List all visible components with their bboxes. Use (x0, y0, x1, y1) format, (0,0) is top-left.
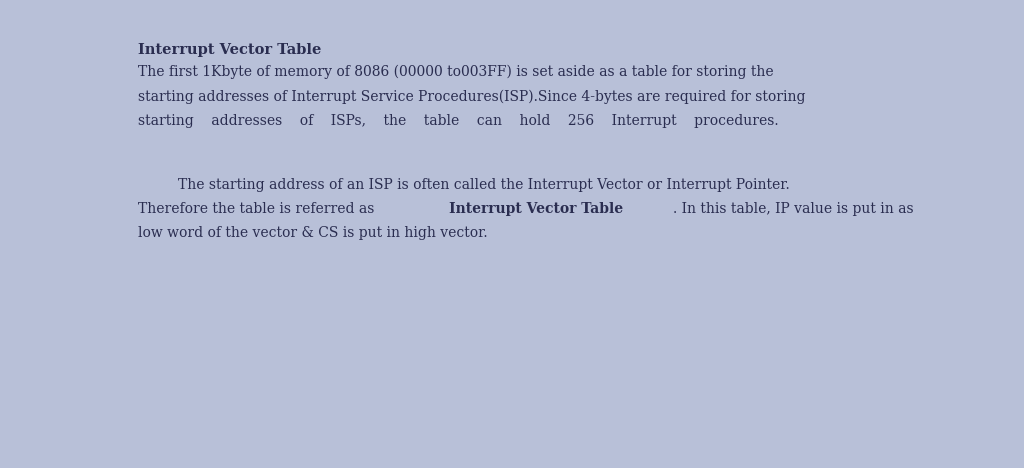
Text: The starting address of an ISP is often called the Interrupt Vector or Interrupt: The starting address of an ISP is often … (178, 178, 790, 192)
Text: Interrupt Vector Table: Interrupt Vector Table (449, 202, 623, 216)
Text: starting    addresses    of    ISPs,    the    table    can    hold    256    In: starting addresses of ISPs, the table ca… (138, 114, 778, 128)
Text: . In this table, IP value is put in as: . In this table, IP value is put in as (674, 202, 914, 216)
Text: starting addresses of Interrupt Service Procedures(ISP).Since 4-bytes are requir: starting addresses of Interrupt Service … (138, 90, 806, 104)
Text: The first 1Kbyte of memory of 8086 (00000 to003FF) is set aside as a table for s: The first 1Kbyte of memory of 8086 (0000… (138, 65, 773, 80)
Text: low word of the vector & CS is put in high vector.: low word of the vector & CS is put in hi… (138, 226, 487, 240)
Text: Interrupt Vector Table: Interrupt Vector Table (138, 43, 322, 57)
Text: Therefore the table is referred as: Therefore the table is referred as (138, 202, 379, 216)
